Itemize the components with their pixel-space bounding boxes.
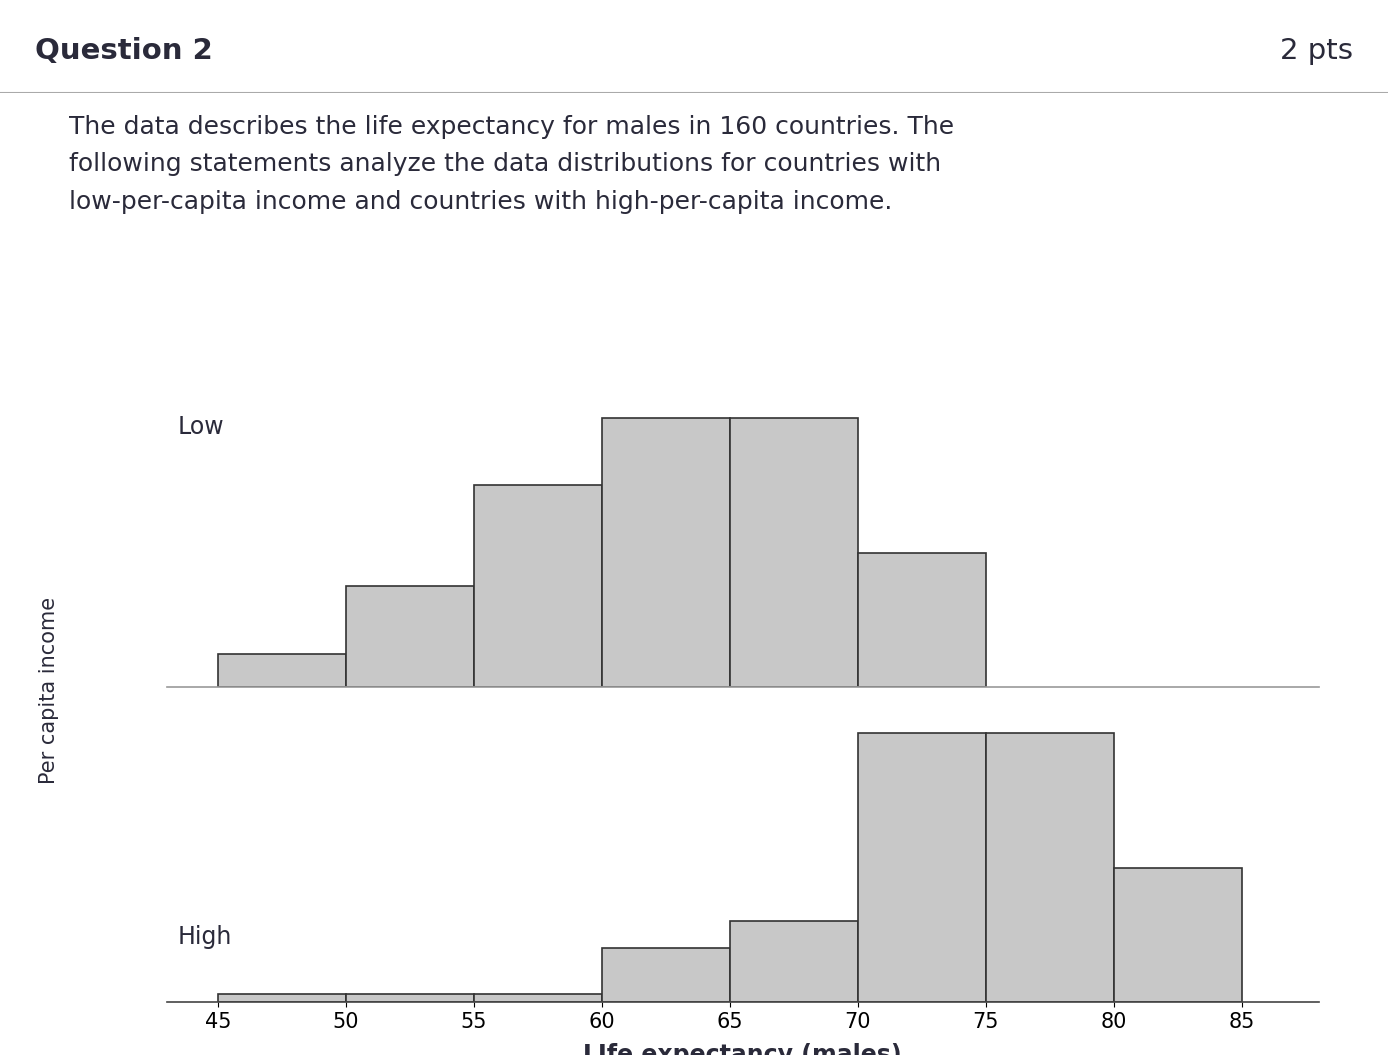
Bar bbox=[218, 654, 346, 688]
Text: The data describes the life expectancy for males in 160 countries. The
following: The data describes the life expectancy f… bbox=[69, 115, 955, 213]
Bar bbox=[730, 921, 858, 1002]
Bar bbox=[473, 994, 602, 1002]
Bar bbox=[858, 733, 985, 1002]
Bar bbox=[985, 733, 1113, 1002]
Text: Low: Low bbox=[178, 415, 225, 439]
Bar bbox=[473, 485, 602, 688]
Bar bbox=[1113, 867, 1242, 1002]
Text: Question 2: Question 2 bbox=[35, 37, 212, 65]
Bar bbox=[730, 418, 858, 688]
Text: Per capita income: Per capita income bbox=[39, 596, 58, 784]
Bar bbox=[346, 994, 473, 1002]
X-axis label: LIfe expectancy (males): LIfe expectancy (males) bbox=[583, 1043, 902, 1055]
Bar bbox=[602, 418, 730, 688]
Text: High: High bbox=[178, 925, 232, 948]
Bar bbox=[346, 587, 473, 688]
Bar bbox=[858, 553, 985, 688]
Bar bbox=[218, 994, 346, 1002]
Text: 2 pts: 2 pts bbox=[1280, 37, 1353, 65]
Bar bbox=[602, 948, 730, 1002]
